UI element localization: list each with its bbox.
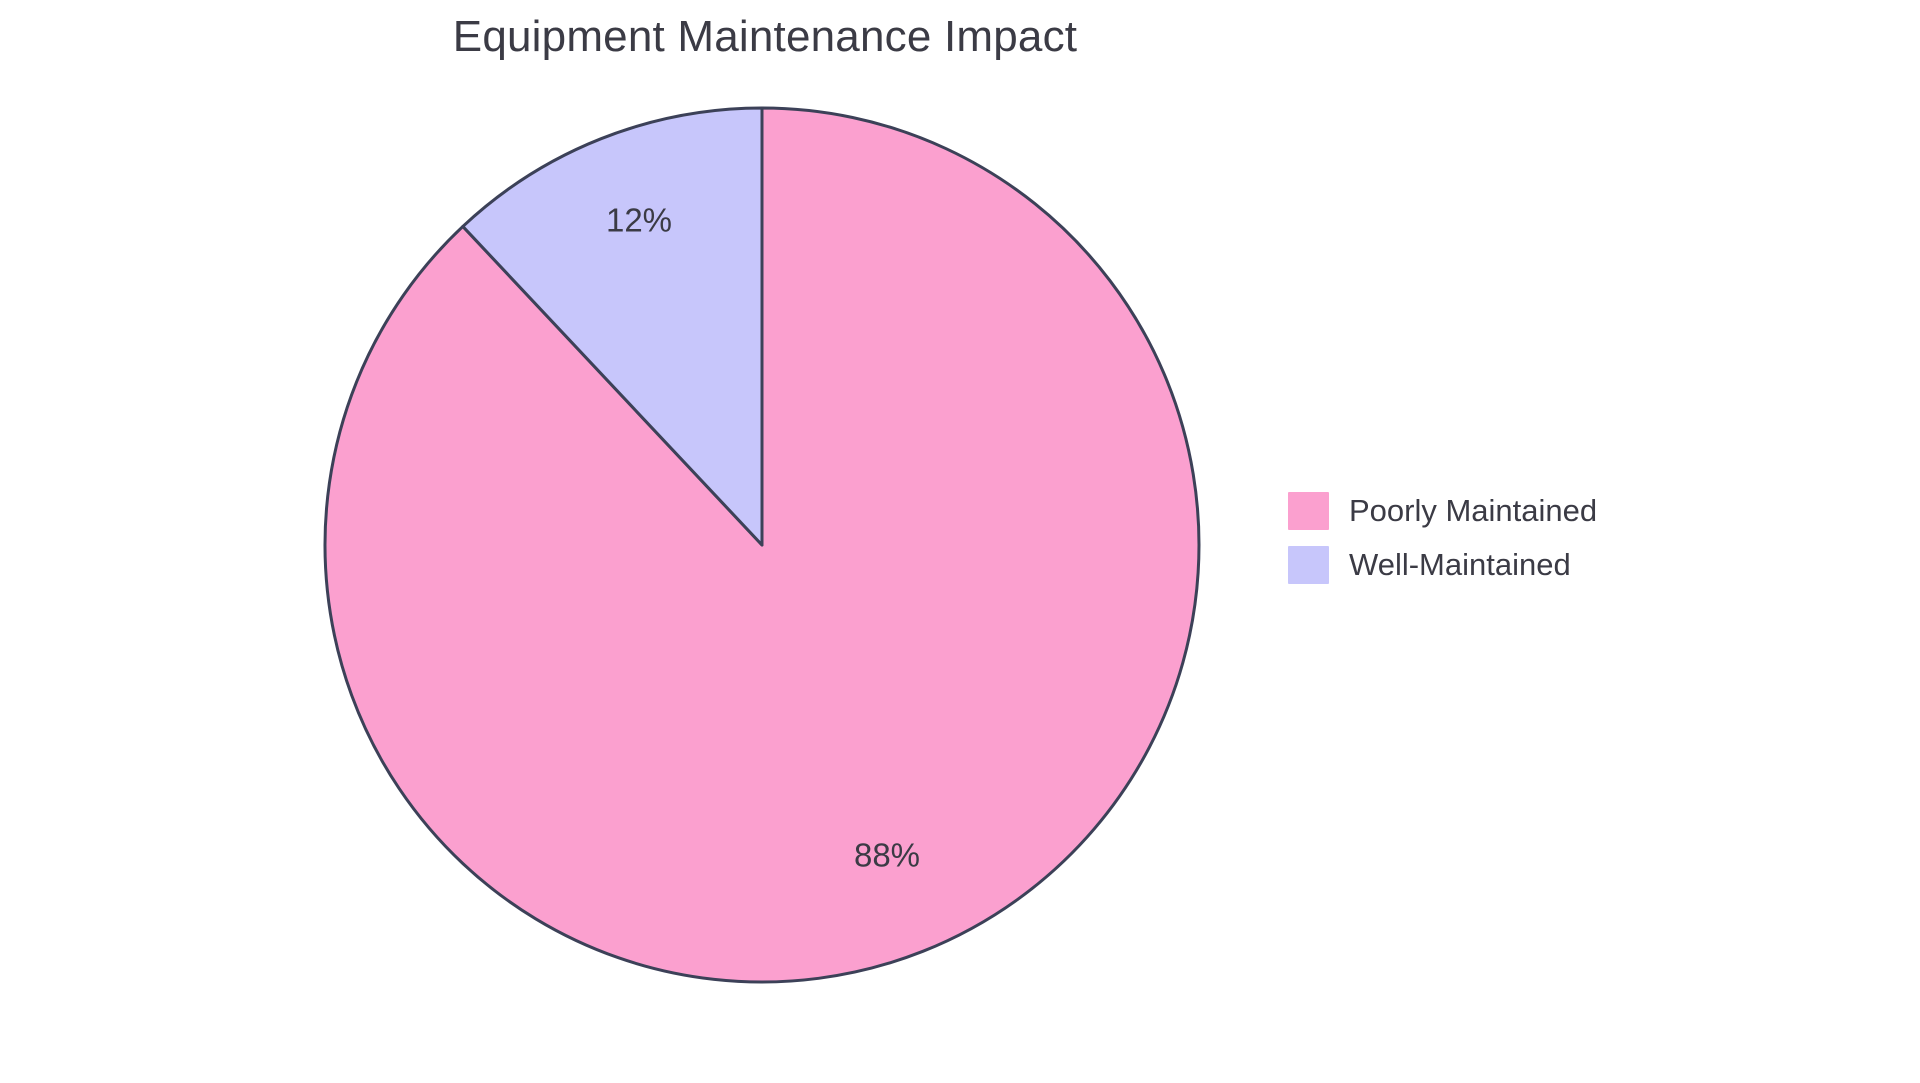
legend-label-poorly-maintained: Poorly Maintained xyxy=(1349,493,1598,528)
legend-item-well-maintained[interactable]: Well-Maintained xyxy=(1288,546,1597,584)
pie-label-poorly-maintained: 88% xyxy=(854,837,920,874)
legend-swatch-well-maintained xyxy=(1288,546,1329,584)
pie-label-well-maintained: 12% xyxy=(606,202,672,239)
legend-item-poorly-maintained[interactable]: Poorly Maintained xyxy=(1288,492,1597,530)
pie-slice-well-maintained[interactable] xyxy=(461,106,764,547)
legend-label-well-maintained: Well-Maintained xyxy=(1349,547,1571,582)
chart-title: Equipment Maintenance Impact xyxy=(452,12,1078,61)
chart-legend: Poorly Maintained Well-Maintained xyxy=(1288,492,1597,584)
legend-swatch-poorly-maintained xyxy=(1288,492,1329,530)
